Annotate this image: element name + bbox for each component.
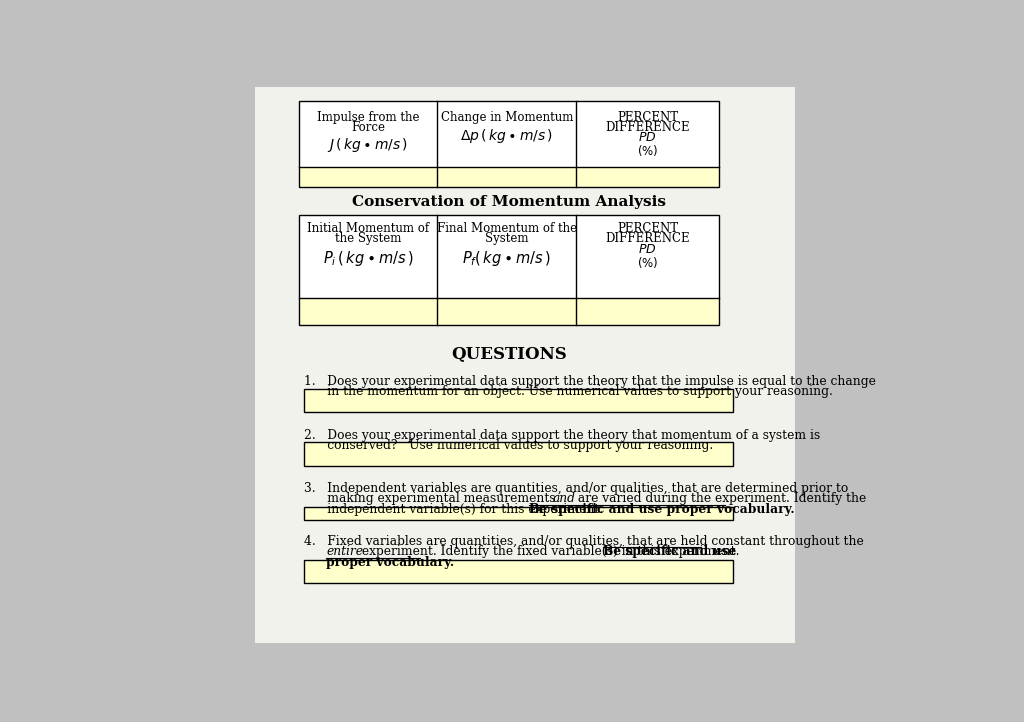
Text: $P_f(\,kg \bullet m/s\,)$: $P_f(\,kg \bullet m/s\,)$	[462, 249, 551, 268]
Bar	[255, 87, 795, 643]
Text: and: and	[553, 492, 575, 505]
Text: System: System	[485, 232, 528, 245]
Bar	[299, 298, 719, 325]
Text: $( \% )$: $( \% )$	[637, 255, 658, 269]
Text: proper vocabulary.: proper vocabulary.	[327, 556, 455, 569]
Text: making experimental measurements: making experimental measurements	[304, 492, 560, 505]
Text: Conservation of Momentum Analysis: Conservation of Momentum Analysis	[352, 195, 666, 209]
Text: $P_i\,(\,kg \bullet m/s\,)$: $P_i\,(\,kg \bullet m/s\,)$	[323, 249, 414, 268]
Bar	[304, 560, 733, 583]
Text: Final Momentum of the: Final Momentum of the	[437, 222, 577, 235]
Text: are varied during the experiment. Identify the: are varied during the experiment. Identi…	[574, 492, 866, 505]
Text: entire: entire	[327, 545, 364, 558]
Text: 3.   Independent variables are quantities, and/or qualities, that are determined: 3. Independent variables are quantities,…	[304, 482, 849, 495]
Text: $\Delta p\,(\,kg \bullet m/s\,)$: $\Delta p\,(\,kg \bullet m/s\,)$	[461, 127, 553, 145]
Bar	[304, 507, 733, 521]
Text: QUESTIONS: QUESTIONS	[451, 346, 567, 363]
Text: 4.   Fixed variables are quantities, and/or qualities, that are held constant th: 4. Fixed variables are quantities, and/o…	[304, 535, 864, 548]
Text: Be specific and use proper vocabulary.: Be specific and use proper vocabulary.	[528, 503, 795, 516]
Text: $PD$: $PD$	[638, 131, 657, 144]
Bar	[299, 100, 719, 168]
Text: Change in Momentum: Change in Momentum	[440, 110, 573, 123]
Bar	[304, 443, 733, 466]
Text: Force: Force	[351, 121, 385, 134]
Bar	[299, 100, 719, 187]
Text: Initial Momentum of: Initial Momentum of	[307, 222, 429, 235]
Bar	[304, 389, 733, 412]
Text: Be specific and use: Be specific and use	[602, 545, 736, 558]
Text: $( \% )$: $( \% )$	[637, 143, 658, 158]
Text: $J\,(\,kg \bullet m/s\,)$: $J\,(\,kg \bullet m/s\,)$	[328, 136, 409, 154]
Text: $PD$: $PD$	[638, 243, 657, 256]
Text: Impulse from the: Impulse from the	[316, 110, 419, 123]
Bar	[299, 168, 719, 187]
Text: 2.   Does your experimental data support the theory that momentum of a system is: 2. Does your experimental data support t…	[304, 429, 820, 442]
Text: in the momentum for an object. Use numerical values to support your reasoning.: in the momentum for an object. Use numer…	[304, 385, 834, 398]
Text: experiment. Identify the fixed variable(s) in this experiment.: experiment. Identify the fixed variable(…	[358, 545, 743, 558]
Bar	[299, 214, 719, 298]
Text: PERCENT: PERCENT	[617, 222, 678, 235]
Text: DIFFERENCE: DIFFERENCE	[605, 232, 690, 245]
Bar	[299, 214, 719, 325]
Text: 1.   Does your experimental data support the theory that the impulse is equal to: 1. Does your experimental data support t…	[304, 375, 877, 388]
Text: PERCENT: PERCENT	[617, 110, 678, 123]
Text: the System: the System	[335, 232, 401, 245]
Text: DIFFERENCE: DIFFERENCE	[605, 121, 690, 134]
Text: conserved?   Use numerical values to support your reasoning.: conserved? Use numerical values to suppo…	[304, 439, 714, 452]
Text: independent variable(s) for this experiment.: independent variable(s) for this experim…	[304, 503, 607, 516]
